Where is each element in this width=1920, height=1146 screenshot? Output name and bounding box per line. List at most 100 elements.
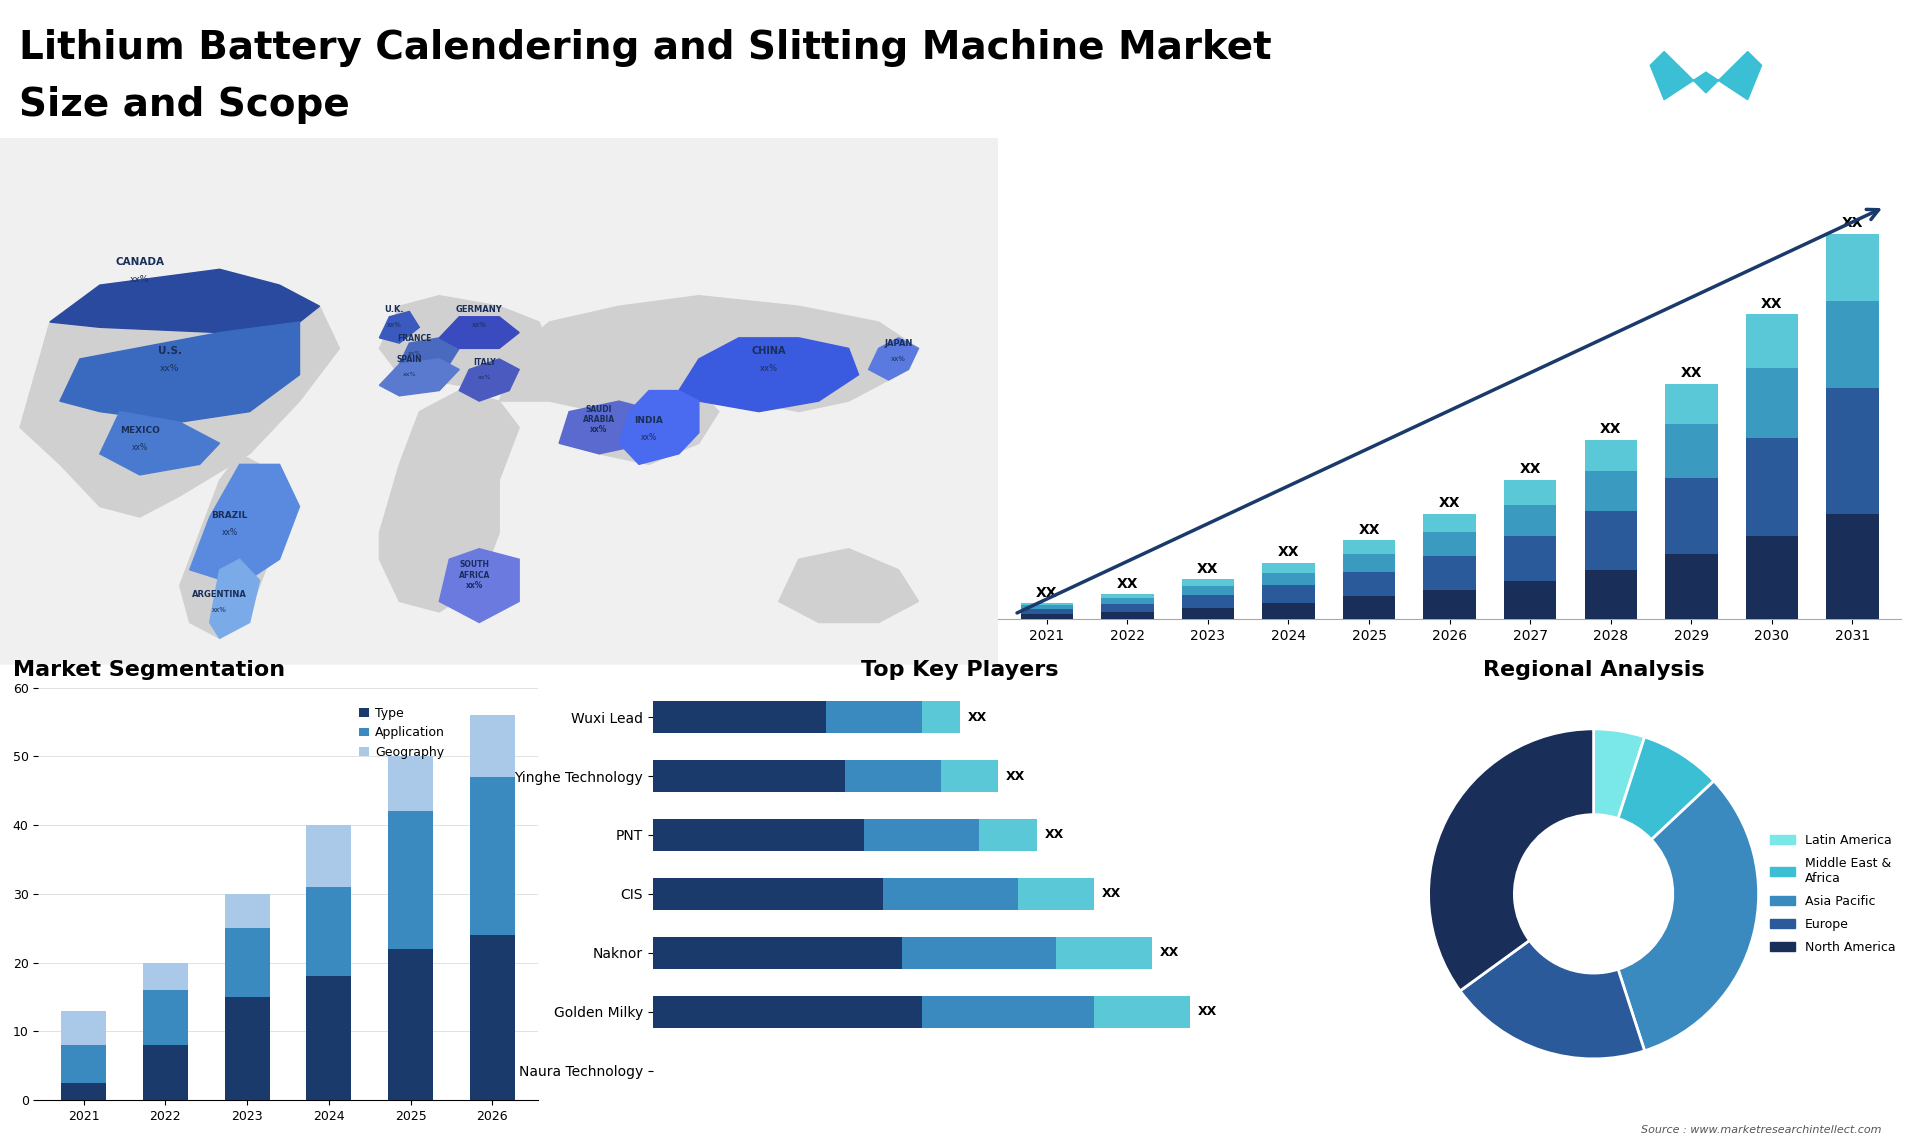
Bar <box>1056 936 1152 970</box>
Bar <box>1261 573 1315 586</box>
Text: XX: XX <box>1357 523 1380 537</box>
Bar <box>1102 598 1154 604</box>
Bar <box>1181 595 1235 607</box>
Text: INTELLECT: INTELLECT <box>1763 102 1820 111</box>
Text: XX: XX <box>1519 463 1542 477</box>
Polygon shape <box>100 411 219 474</box>
Bar <box>1342 596 1396 619</box>
Text: XX: XX <box>1102 887 1121 901</box>
Bar <box>653 818 864 851</box>
Bar <box>1665 478 1718 554</box>
Bar <box>1423 513 1476 532</box>
Bar <box>388 756 434 811</box>
Polygon shape <box>868 338 918 380</box>
Text: xx%: xx% <box>221 527 238 536</box>
Polygon shape <box>209 559 259 638</box>
Text: Size and Scope: Size and Scope <box>19 86 349 124</box>
Text: FRANCE: FRANCE <box>397 335 432 343</box>
Bar <box>1665 424 1718 478</box>
Bar <box>1503 504 1557 536</box>
Text: Market Segmentation: Market Segmentation <box>13 660 286 681</box>
Bar <box>653 936 902 970</box>
Text: XX: XX <box>1198 1005 1217 1019</box>
Bar <box>979 818 1037 851</box>
Text: INDIA: INDIA <box>634 416 664 425</box>
Polygon shape <box>180 454 280 638</box>
Title: Regional Analysis: Regional Analysis <box>1482 660 1705 681</box>
Bar <box>1102 612 1154 619</box>
Text: ITALY: ITALY <box>472 358 495 367</box>
Text: ARGENTINA: ARGENTINA <box>192 590 248 598</box>
Bar <box>307 825 351 887</box>
Bar <box>653 760 845 792</box>
Bar <box>1018 878 1094 910</box>
Polygon shape <box>60 322 300 422</box>
Bar <box>1094 996 1190 1028</box>
Text: U.K.: U.K. <box>384 305 405 314</box>
Polygon shape <box>380 312 419 343</box>
Bar <box>470 715 515 777</box>
Bar <box>1181 586 1235 595</box>
Text: CANADA: CANADA <box>115 257 165 267</box>
Text: RESEARCH: RESEARCH <box>1763 81 1820 91</box>
Wedge shape <box>1428 729 1594 991</box>
Text: MEXICO: MEXICO <box>119 426 159 435</box>
Bar <box>1584 440 1638 471</box>
Bar <box>1021 614 1073 619</box>
Bar <box>653 701 826 733</box>
Polygon shape <box>499 296 918 411</box>
Text: XX: XX <box>1160 947 1179 959</box>
Polygon shape <box>780 549 918 622</box>
Text: GERMANY: GERMANY <box>455 305 503 314</box>
Text: xx%: xx% <box>159 364 179 374</box>
Text: xx%: xx% <box>407 351 420 356</box>
Wedge shape <box>1619 737 1715 840</box>
Bar <box>1423 556 1476 590</box>
Polygon shape <box>559 401 659 454</box>
Wedge shape <box>1459 941 1645 1059</box>
Bar <box>1102 595 1154 598</box>
Bar <box>1261 603 1315 619</box>
Bar <box>1826 513 1878 619</box>
Text: XX: XX <box>1044 829 1064 841</box>
Polygon shape <box>618 391 699 464</box>
Bar <box>922 701 960 733</box>
Text: XX: XX <box>1117 576 1139 590</box>
Bar <box>1745 314 1797 368</box>
Bar <box>1342 554 1396 572</box>
Text: MARKET: MARKET <box>1763 61 1807 70</box>
Text: Lithium Battery Calendering and Slitting Machine Market: Lithium Battery Calendering and Slitting… <box>19 29 1271 66</box>
Legend: Latin America, Middle East &
Africa, Asia Pacific, Europe, North America: Latin America, Middle East & Africa, Asi… <box>1764 829 1901 959</box>
Bar <box>61 1011 106 1045</box>
Bar <box>1102 604 1154 612</box>
Bar <box>225 928 269 997</box>
FancyBboxPatch shape <box>0 138 998 665</box>
Text: SPAIN: SPAIN <box>397 355 422 364</box>
Title: Top Key Players: Top Key Players <box>862 660 1058 681</box>
Bar <box>1261 563 1315 573</box>
Bar <box>883 878 1018 910</box>
Text: Source : www.marketresearchintellect.com: Source : www.marketresearchintellect.com <box>1642 1124 1882 1135</box>
Text: CHINA: CHINA <box>751 346 785 356</box>
Wedge shape <box>1619 780 1759 1051</box>
Polygon shape <box>50 269 319 332</box>
Bar <box>1503 536 1557 581</box>
Polygon shape <box>380 359 459 395</box>
Text: xx%: xx% <box>891 356 906 362</box>
Bar <box>1423 532 1476 556</box>
Bar <box>922 996 1094 1028</box>
Bar <box>470 935 515 1100</box>
Bar <box>1826 301 1878 388</box>
Polygon shape <box>190 464 300 586</box>
Text: xx%: xx% <box>641 433 657 441</box>
Bar <box>1665 384 1718 424</box>
Text: XX: XX <box>1006 769 1025 783</box>
Bar <box>61 1083 106 1100</box>
Text: XX: XX <box>1599 422 1622 437</box>
Bar <box>826 701 922 733</box>
Bar <box>388 949 434 1100</box>
Bar <box>1745 368 1797 438</box>
Text: XX: XX <box>1198 562 1219 575</box>
Bar <box>653 878 883 910</box>
Text: xx%: xx% <box>760 364 778 374</box>
